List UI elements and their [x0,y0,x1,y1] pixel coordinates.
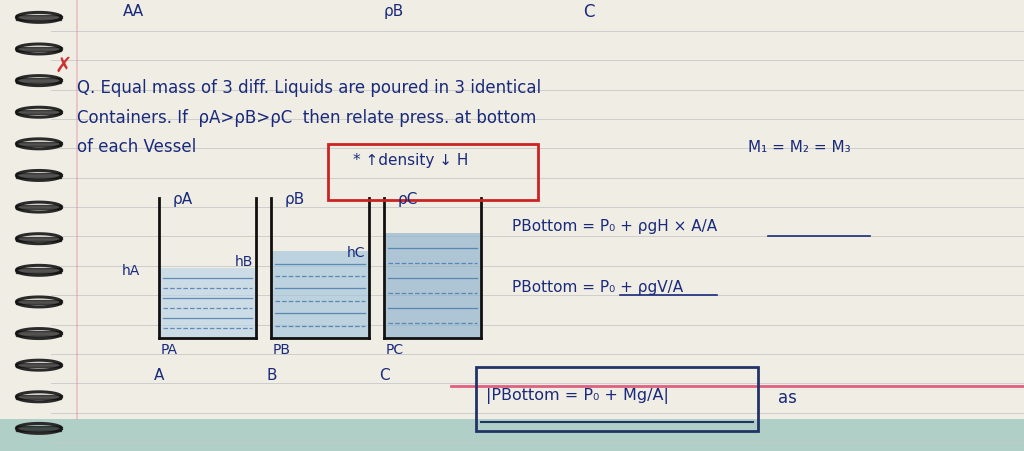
Text: as: as [778,388,797,406]
Bar [328,144,538,201]
Text: C: C [583,3,595,21]
Text: ρB: ρB [384,4,404,19]
Text: AA: AA [123,4,143,19]
Text: Q. Equal mass of 3 diff. Liquids are poured in 3 identical: Q. Equal mass of 3 diff. Liquids are pou… [77,79,541,97]
Text: hB: hB [234,255,253,269]
Text: ✗: ✗ [54,55,73,76]
Text: of each Vessel: of each Vessel [77,138,196,156]
Bar [476,368,758,431]
Text: PB: PB [272,343,291,357]
Bar [159,268,256,338]
Text: ρC: ρC [397,191,418,206]
Text: Containers. If  ρA>ρB>ρC  then relate press. at bottom: Containers. If ρA>ρB>ρC then relate pres… [77,109,537,126]
Text: PA: PA [161,343,177,357]
Text: PBottom = P₀ + ρgH × A/A: PBottom = P₀ + ρgH × A/A [512,218,717,233]
Text: M₁ = M₂ = M₃: M₁ = M₂ = M₃ [748,139,850,154]
Bar [0,419,1024,451]
Bar [384,234,481,338]
Text: ρB: ρB [285,191,305,206]
Text: * ↑density ↓ H: * ↑density ↓ H [353,153,469,168]
Text: hC: hC [347,246,366,260]
Text: B: B [266,367,276,382]
Text: ρA: ρA [172,191,193,206]
Text: |PBottom = P₀ + Mg/A|: |PBottom = P₀ + Mg/A| [486,387,670,403]
Text: A: A [154,367,164,382]
Text: PBottom = P₀ + ρgV/A: PBottom = P₀ + ρgV/A [512,279,683,294]
Bar [271,252,369,338]
Text: PC: PC [385,343,403,357]
Text: C: C [379,367,389,382]
Text: hA: hA [122,264,140,278]
